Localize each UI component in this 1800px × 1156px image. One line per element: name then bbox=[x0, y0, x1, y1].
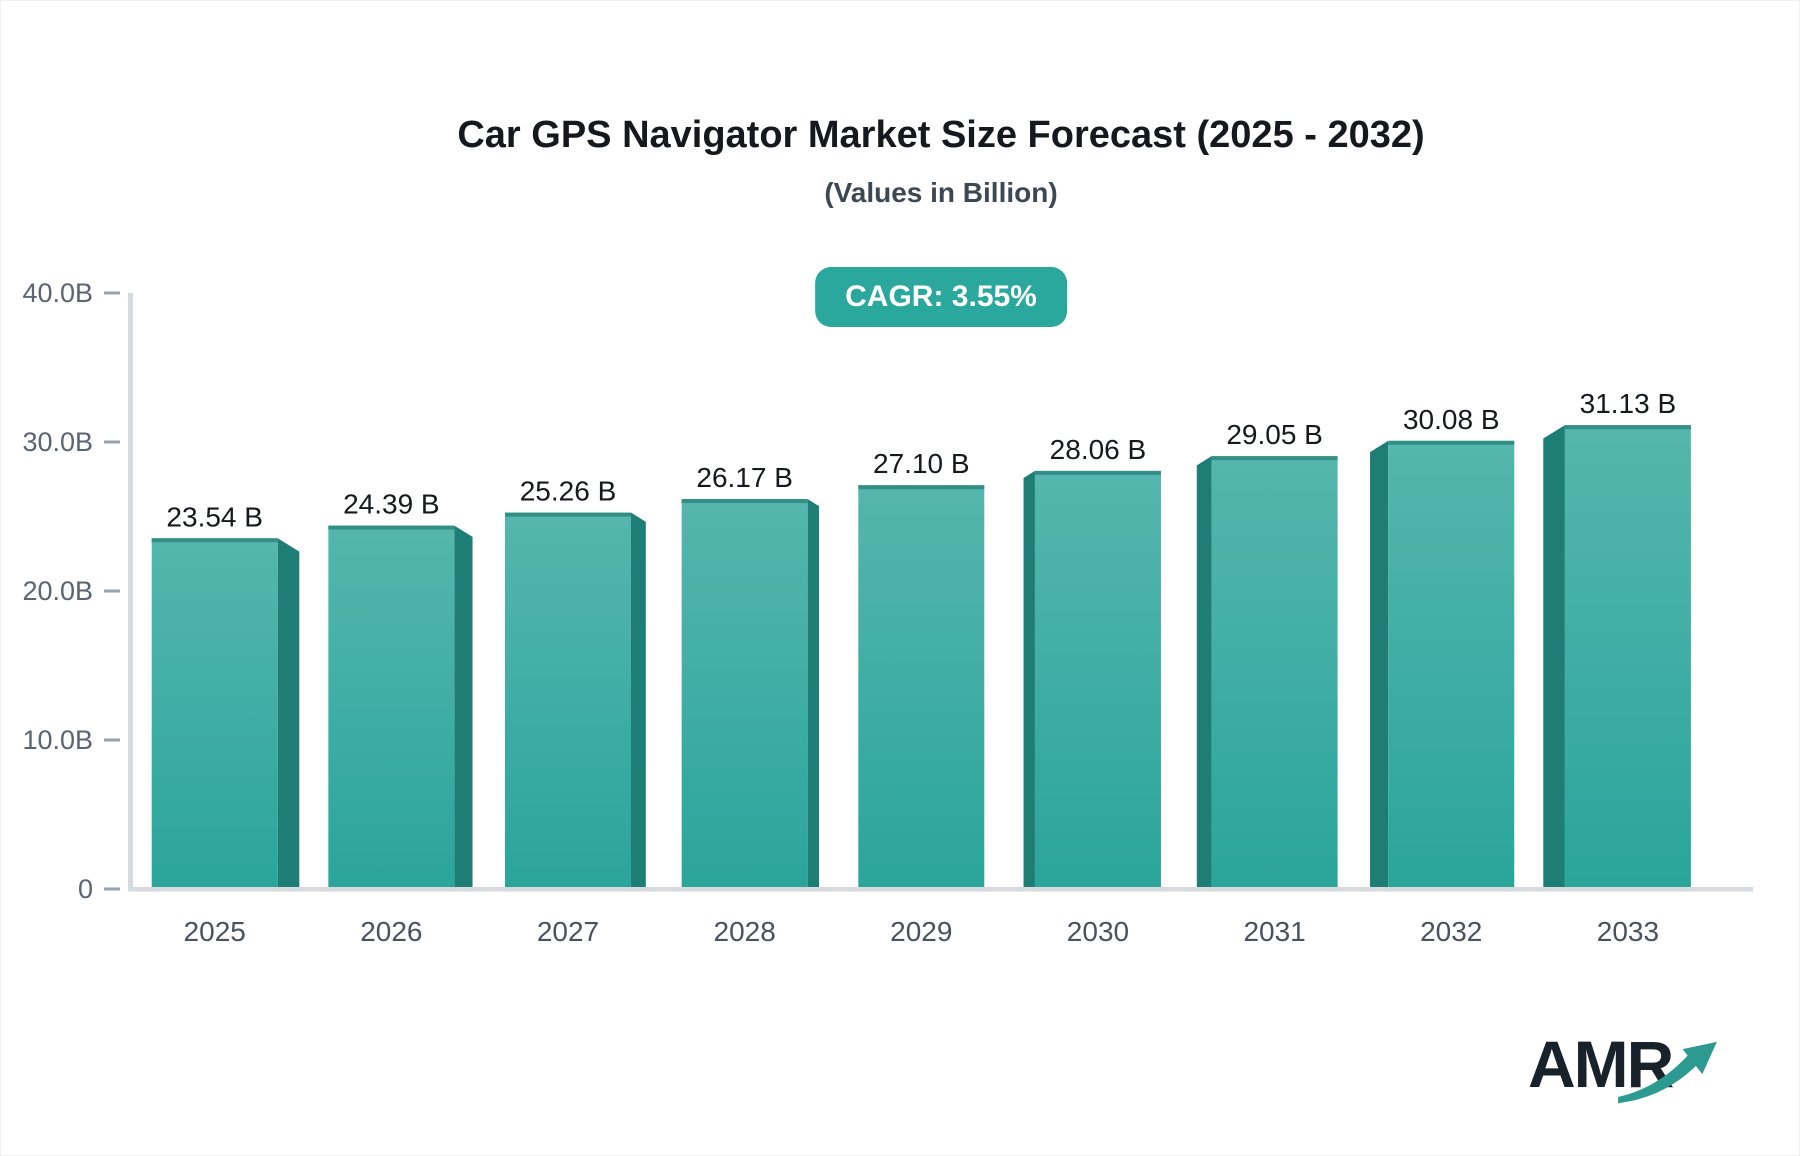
bar-top-edge bbox=[505, 512, 631, 517]
y-tick-dash bbox=[104, 291, 120, 295]
chart-title: Car GPS Navigator Market Size Forecast (… bbox=[457, 114, 1425, 156]
bar-face bbox=[1564, 425, 1691, 889]
x-axis-year-label: 2031 bbox=[1243, 916, 1305, 947]
bar-top-edge bbox=[1211, 456, 1338, 461]
bar-side-face bbox=[1023, 470, 1035, 889]
bar-face bbox=[328, 525, 455, 889]
y-tick-label: 10.0B bbox=[22, 725, 93, 755]
y-tick-dash bbox=[104, 589, 120, 593]
cagr-badge: CAGR: 3.55% bbox=[815, 267, 1067, 327]
y-tick-label: 20.0B bbox=[22, 576, 93, 606]
x-axis-year-label: 2026 bbox=[360, 916, 422, 947]
bar-top-edge bbox=[151, 538, 278, 543]
bar-side-face bbox=[1543, 425, 1565, 889]
bar-value-label: 31.13 B bbox=[1580, 388, 1677, 419]
bar-face bbox=[151, 538, 278, 889]
bar-face bbox=[1211, 456, 1338, 889]
bar-group-2025: 23.54 B 2025 bbox=[151, 501, 300, 947]
y-tick-label: 30.0B bbox=[22, 427, 93, 457]
bar-value-label: 25.26 B bbox=[520, 476, 617, 507]
x-axis-year-label: 2033 bbox=[1597, 916, 1659, 947]
bar-face bbox=[505, 512, 631, 889]
bar-side-face bbox=[277, 538, 300, 889]
bar-group-2031: 29.05 B 2031 bbox=[1196, 419, 1338, 947]
trend-up-arrow-icon bbox=[1618, 1041, 1717, 1104]
bar-group-2033: 31.13 B 2033 bbox=[1543, 388, 1691, 947]
bar-face bbox=[858, 485, 985, 889]
x-axis-year-label: 2029 bbox=[890, 916, 952, 947]
chart-subtitle: (Values in Billion) bbox=[824, 177, 1058, 208]
bar-value-label: 26.17 B bbox=[696, 462, 793, 493]
bar-group-2029: 27.10 B 2029 bbox=[858, 448, 985, 947]
bar-top-edge bbox=[858, 485, 985, 490]
bar-value-label: 29.05 B bbox=[1226, 419, 1323, 450]
x-axis-year-label: 2028 bbox=[714, 916, 776, 947]
bar-group-2028: 26.17 B 2028 bbox=[681, 462, 820, 947]
bar-top-edge bbox=[328, 525, 455, 530]
bar-side-face bbox=[631, 512, 646, 889]
y-tick-dash bbox=[104, 738, 120, 742]
x-axis-year-label: 2025 bbox=[184, 916, 246, 947]
bar-top-edge bbox=[1034, 470, 1161, 475]
x-axis-year-label: 2032 bbox=[1420, 916, 1482, 947]
bar-side-face bbox=[1196, 456, 1212, 889]
bar-group-2026: 24.39 B 2026 bbox=[328, 489, 473, 947]
bar-side-face bbox=[807, 499, 820, 889]
bar-value-label: 23.54 B bbox=[166, 501, 263, 532]
bar-value-label: 27.10 B bbox=[873, 448, 970, 479]
bar-face bbox=[681, 499, 808, 889]
bar-group-2030: 28.06 B 2030 bbox=[1023, 434, 1161, 947]
bar-group-2032: 30.08 B 2032 bbox=[1370, 404, 1515, 947]
bar-top-edge bbox=[681, 499, 808, 504]
y-tick-label: 0 bbox=[78, 874, 93, 904]
bar-top-edge bbox=[1564, 425, 1691, 430]
bar-side-face bbox=[454, 525, 473, 889]
y-axis-line bbox=[128, 293, 133, 889]
x-axis-year-label: 2030 bbox=[1067, 916, 1129, 947]
bar-face bbox=[1388, 440, 1515, 889]
amr-logo: AMR bbox=[1528, 1031, 1778, 1127]
y-tick-label: 40.0B bbox=[22, 278, 93, 308]
y-tick-dash bbox=[104, 887, 120, 891]
y-tick-dash bbox=[104, 440, 120, 444]
bar-face bbox=[1034, 470, 1161, 889]
bar-value-label: 28.06 B bbox=[1050, 434, 1147, 465]
bar-group-2027: 25.26 B 2027 bbox=[505, 476, 646, 947]
bar-value-label: 30.08 B bbox=[1403, 404, 1500, 435]
bar-value-label: 24.39 B bbox=[343, 489, 440, 520]
x-axis-line bbox=[128, 887, 1753, 892]
bar-side-face bbox=[1370, 440, 1389, 889]
x-axis-year-label: 2027 bbox=[537, 916, 599, 947]
bar-top-edge bbox=[1388, 440, 1515, 445]
